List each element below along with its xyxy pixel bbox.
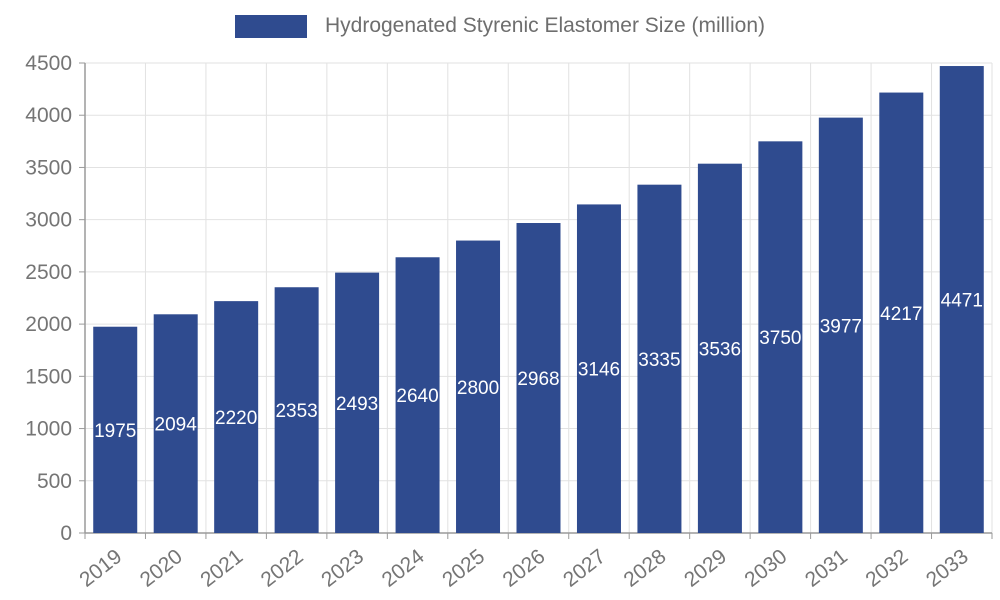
x-tick-label: 2032	[861, 545, 912, 592]
y-tick-label: 2500	[25, 261, 72, 284]
y-tick-label: 4000	[25, 104, 72, 127]
bar-value-label: 2220	[215, 408, 257, 429]
y-tick-label: 0	[60, 522, 72, 545]
x-tick-label: 2029	[680, 545, 731, 592]
bar-value-label: 2094	[155, 415, 198, 436]
legend-label: Hydrogenated Styrenic Elastomer Size (mi…	[324, 14, 765, 37]
y-tick-label: 4500	[25, 52, 72, 75]
x-tick-label: 2021	[196, 545, 247, 592]
bar-2027	[576, 204, 621, 533]
bar-value-label: 2800	[457, 378, 499, 399]
x-tick-label: 2026	[499, 545, 550, 592]
bar-2033	[939, 66, 984, 533]
bar-value-label: 3146	[578, 360, 620, 381]
legend: Hydrogenated Styrenic Elastomer Size (mi…	[0, 14, 1000, 38]
bar-value-label: 4471	[941, 291, 983, 312]
y-tick-label: 2000	[25, 313, 72, 336]
x-tick-label: 2019	[75, 545, 126, 592]
bar-value-label: 3536	[699, 339, 741, 360]
bar-2021	[214, 301, 259, 533]
x-tick-label: 2028	[620, 545, 671, 592]
bar-2024	[395, 257, 440, 533]
bar-2022	[274, 287, 319, 533]
bar-value-label: 3977	[820, 316, 862, 337]
x-tick-label: 2022	[257, 545, 308, 592]
bar-2032	[879, 92, 924, 534]
y-tick-label: 1000	[25, 418, 72, 441]
bar-2030	[758, 141, 803, 534]
bar-2028	[637, 184, 682, 533]
bar-value-label: 3335	[638, 350, 680, 371]
bar-2029	[697, 163, 742, 533]
x-tick-label: 2024	[378, 545, 429, 592]
bar-2026	[516, 223, 561, 533]
x-tick-label: 2033	[922, 545, 973, 592]
x-tick-label: 2023	[317, 545, 368, 592]
y-tick-label: 3500	[25, 156, 72, 179]
bar-value-label: 1975	[94, 421, 136, 442]
bar-2020	[153, 314, 198, 533]
legend-swatch	[234, 14, 307, 38]
x-tick-label: 2030	[740, 545, 791, 592]
x-tick-label: 2031	[801, 545, 852, 592]
bar-2019	[93, 326, 138, 533]
bar-value-label: 3750	[759, 328, 801, 349]
x-tick-label: 2025	[438, 545, 489, 592]
bar-value-label: 2640	[396, 386, 438, 407]
x-tick-label: 2020	[136, 545, 187, 592]
bar-value-label: 2353	[275, 401, 317, 422]
bar-value-label: 2968	[517, 369, 559, 390]
bar-2023	[335, 272, 380, 533]
bar-value-label: 2493	[336, 394, 378, 415]
x-tick-label: 2027	[559, 545, 610, 592]
y-tick-label: 3000	[25, 209, 72, 232]
bar-2031	[818, 117, 863, 533]
bar-value-label: 4217	[880, 304, 922, 325]
y-tick-label: 500	[37, 470, 72, 493]
bar-2025	[456, 240, 501, 534]
y-tick-label: 1500	[25, 365, 72, 388]
